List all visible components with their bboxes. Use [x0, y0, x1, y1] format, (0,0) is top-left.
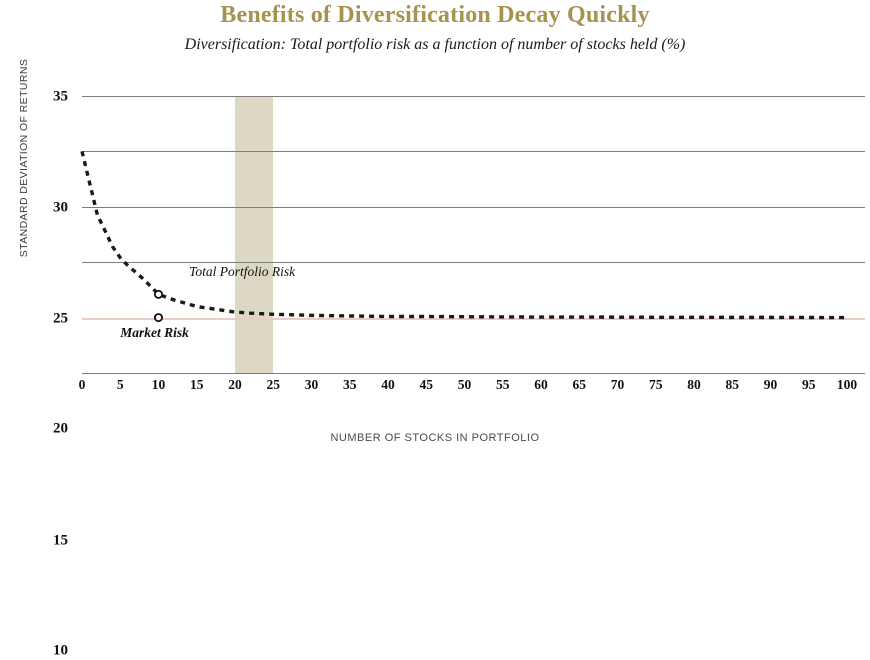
plot-area: 10 15 20 25 30 35 0 5 10 15 20 25 30 35 40 45 50 55 60 65 70… [53, 89, 865, 659]
y-axis-tick-label: 35 [53, 88, 68, 105]
x-axis-tick-label: 30 [304, 377, 319, 392]
x-axis-tick-label: 80 [687, 377, 701, 392]
x-axis-tick-label: 15 [190, 377, 204, 392]
x-axis-title: NUMBER OF STOCKS IN PORTFOLIO [330, 432, 540, 444]
x-axis-tick-label: 20 [228, 377, 242, 392]
x-axis-tick-label: 45 [419, 377, 434, 392]
x-axis-tick-label: 65 [572, 377, 587, 392]
highlight-band [235, 96, 274, 373]
x-axis-tick-label: 90 [763, 377, 778, 392]
x-axis-tick-label: 0 [78, 377, 86, 392]
y-axis-tick-label: 20 [53, 420, 68, 437]
gridline-y: 25 [53, 206, 865, 326]
x-axis-tick-label: 95 [802, 377, 816, 392]
x-axis-tick-label: 60 [534, 377, 548, 392]
total-portfolio-risk-annotation: Total Portfolio Risk [189, 264, 296, 280]
x-axis-tick-label: 5 [116, 377, 124, 392]
x-axis-tick-label: 75 [649, 377, 663, 392]
data-point-marker [154, 289, 164, 299]
x-axis-tick-label: 100 [836, 377, 858, 392]
gridline-y: 20 [53, 262, 865, 437]
y-axis-tick-label: 30 [53, 199, 68, 216]
market-risk-annotation: Market Risk [120, 325, 189, 341]
y-axis-tick-label: 15 [53, 532, 68, 549]
y-axis-title: STANDARD DEVIATION OF RETURNS [18, 58, 30, 258]
x-axis-tick-label: 10 [151, 377, 166, 392]
x-axis-tick-label: 35 [343, 377, 357, 392]
x-axis-tick-label: 85 [725, 377, 740, 392]
data-point-marker [154, 313, 164, 323]
gridline-y: 35 [53, 89, 865, 105]
gridline-y: 30 [53, 151, 865, 215]
x-axis-tick-label: 55 [496, 377, 510, 392]
series-line [80, 150, 848, 320]
x-axis-tick-label: 70 [610, 377, 625, 392]
y-axis-tick-label: 25 [53, 310, 68, 327]
series-layer [80, 150, 848, 323]
chart-title: Benefits of Diversification Decay Quickl… [220, 2, 650, 28]
x-axis-tick-label: 25 [266, 377, 281, 392]
x-axis-tick-label: 50 [457, 377, 472, 392]
x-axis-tick-label: 40 [381, 377, 395, 392]
y-axis-tick-label: 10 [53, 642, 68, 659]
chart-figure: Benefits of Diversification Decay Quickl… [18, 2, 865, 659]
chart-subtitle: Diversification: Total portfolio risk as… [184, 36, 686, 53]
gridline-y: 10 [53, 373, 865, 659]
